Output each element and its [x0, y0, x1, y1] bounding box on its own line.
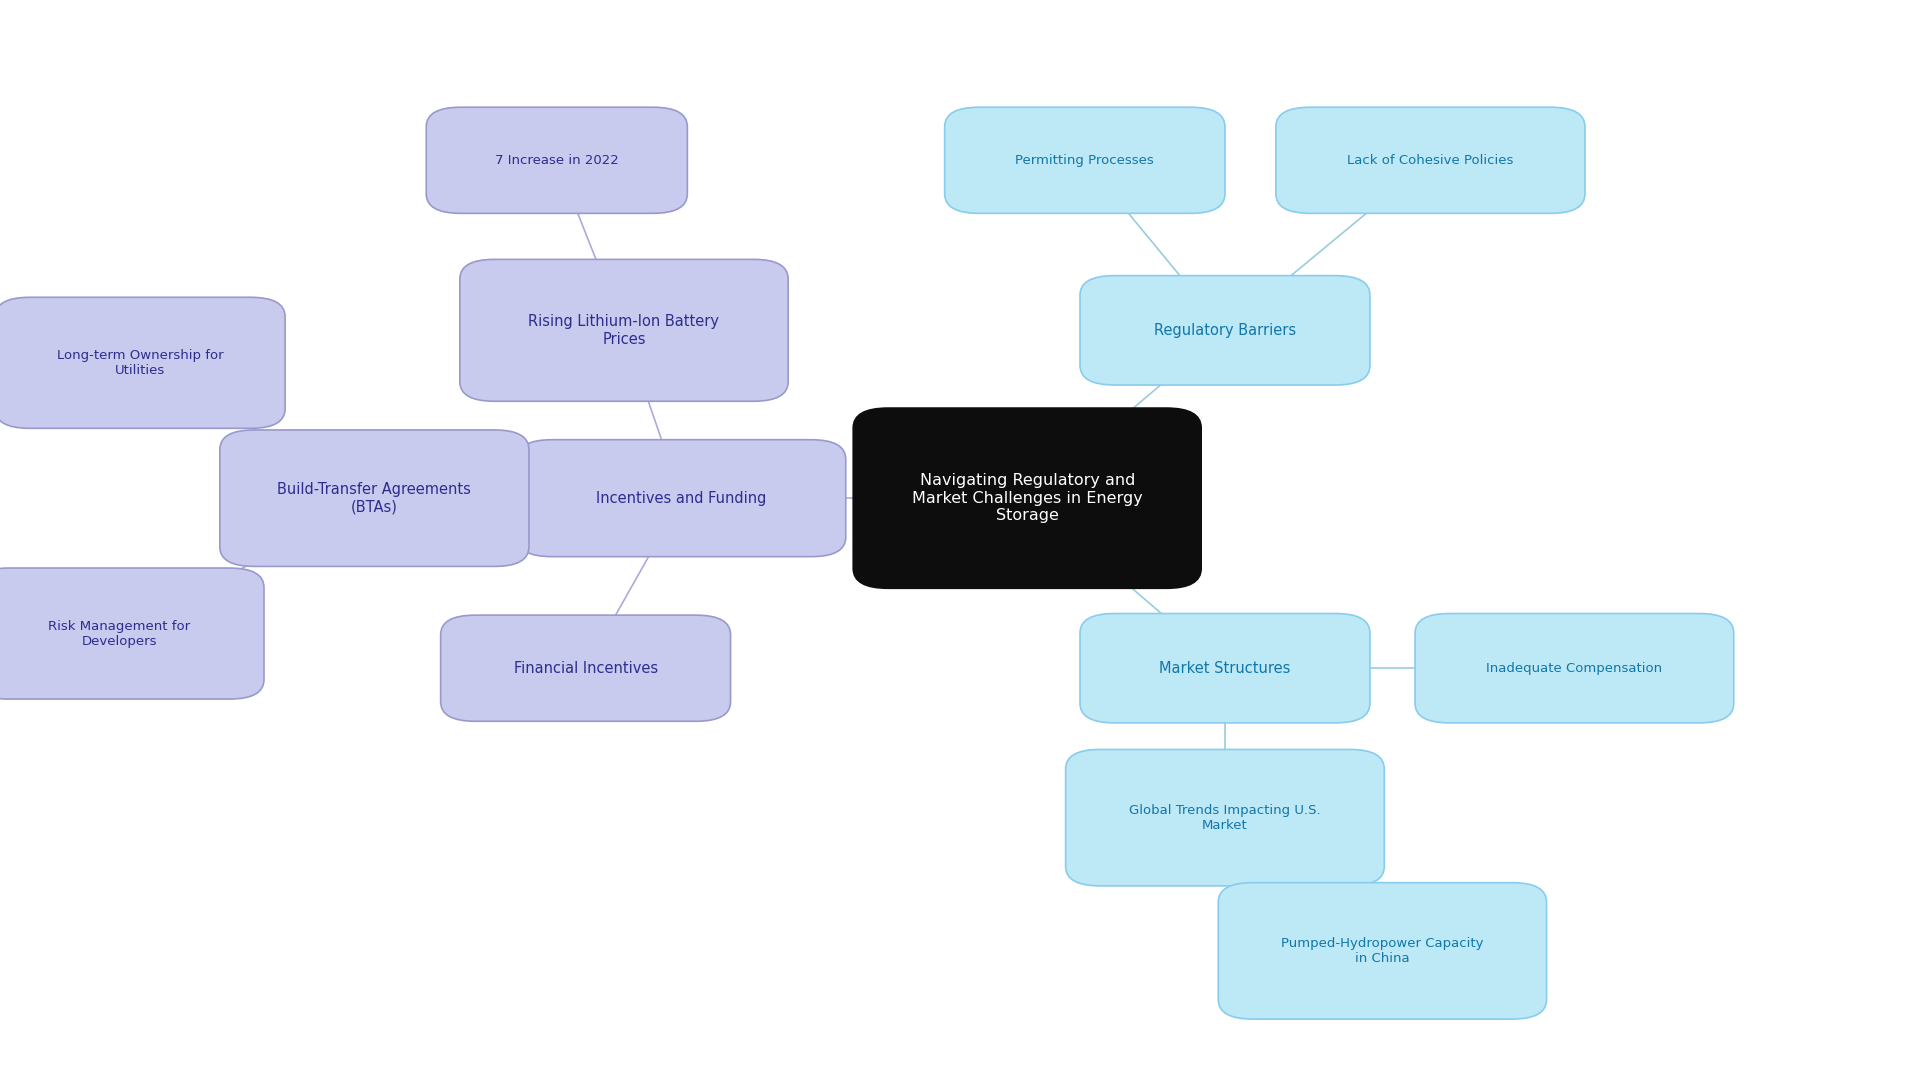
FancyBboxPatch shape	[1275, 107, 1586, 213]
Text: Inadequate Compensation: Inadequate Compensation	[1486, 662, 1663, 675]
Text: Navigating Regulatory and
Market Challenges in Energy
Storage: Navigating Regulatory and Market Challen…	[912, 473, 1142, 523]
Text: Pumped-Hydropower Capacity
in China: Pumped-Hydropower Capacity in China	[1281, 937, 1484, 965]
FancyBboxPatch shape	[1217, 883, 1548, 1019]
Text: Incentives and Funding: Incentives and Funding	[597, 491, 766, 506]
FancyBboxPatch shape	[442, 615, 730, 721]
Text: Long-term Ownership for
Utilities: Long-term Ownership for Utilities	[58, 349, 223, 377]
FancyBboxPatch shape	[516, 440, 845, 557]
FancyBboxPatch shape	[1415, 613, 1734, 723]
Text: Global Trends Impacting U.S.
Market: Global Trends Impacting U.S. Market	[1129, 804, 1321, 832]
Text: Permitting Processes: Permitting Processes	[1016, 154, 1154, 167]
FancyBboxPatch shape	[461, 260, 789, 402]
FancyBboxPatch shape	[0, 298, 284, 429]
Text: Build-Transfer Agreements
(BTAs): Build-Transfer Agreements (BTAs)	[278, 482, 470, 514]
Text: Financial Incentives: Financial Incentives	[513, 661, 659, 676]
Text: Risk Management for
Developers: Risk Management for Developers	[48, 619, 190, 648]
FancyBboxPatch shape	[1079, 613, 1371, 723]
Text: Lack of Cohesive Policies: Lack of Cohesive Policies	[1348, 154, 1513, 167]
FancyBboxPatch shape	[852, 408, 1202, 588]
Text: Market Structures: Market Structures	[1160, 661, 1290, 676]
FancyBboxPatch shape	[1066, 749, 1384, 886]
Text: Rising Lithium-Ion Battery
Prices: Rising Lithium-Ion Battery Prices	[528, 314, 720, 347]
FancyBboxPatch shape	[945, 107, 1225, 213]
Text: Regulatory Barriers: Regulatory Barriers	[1154, 323, 1296, 338]
FancyBboxPatch shape	[0, 567, 263, 700]
FancyBboxPatch shape	[219, 430, 530, 566]
Text: 7 Increase in 2022: 7 Increase in 2022	[495, 154, 618, 167]
FancyBboxPatch shape	[426, 107, 687, 213]
FancyBboxPatch shape	[1079, 275, 1371, 386]
